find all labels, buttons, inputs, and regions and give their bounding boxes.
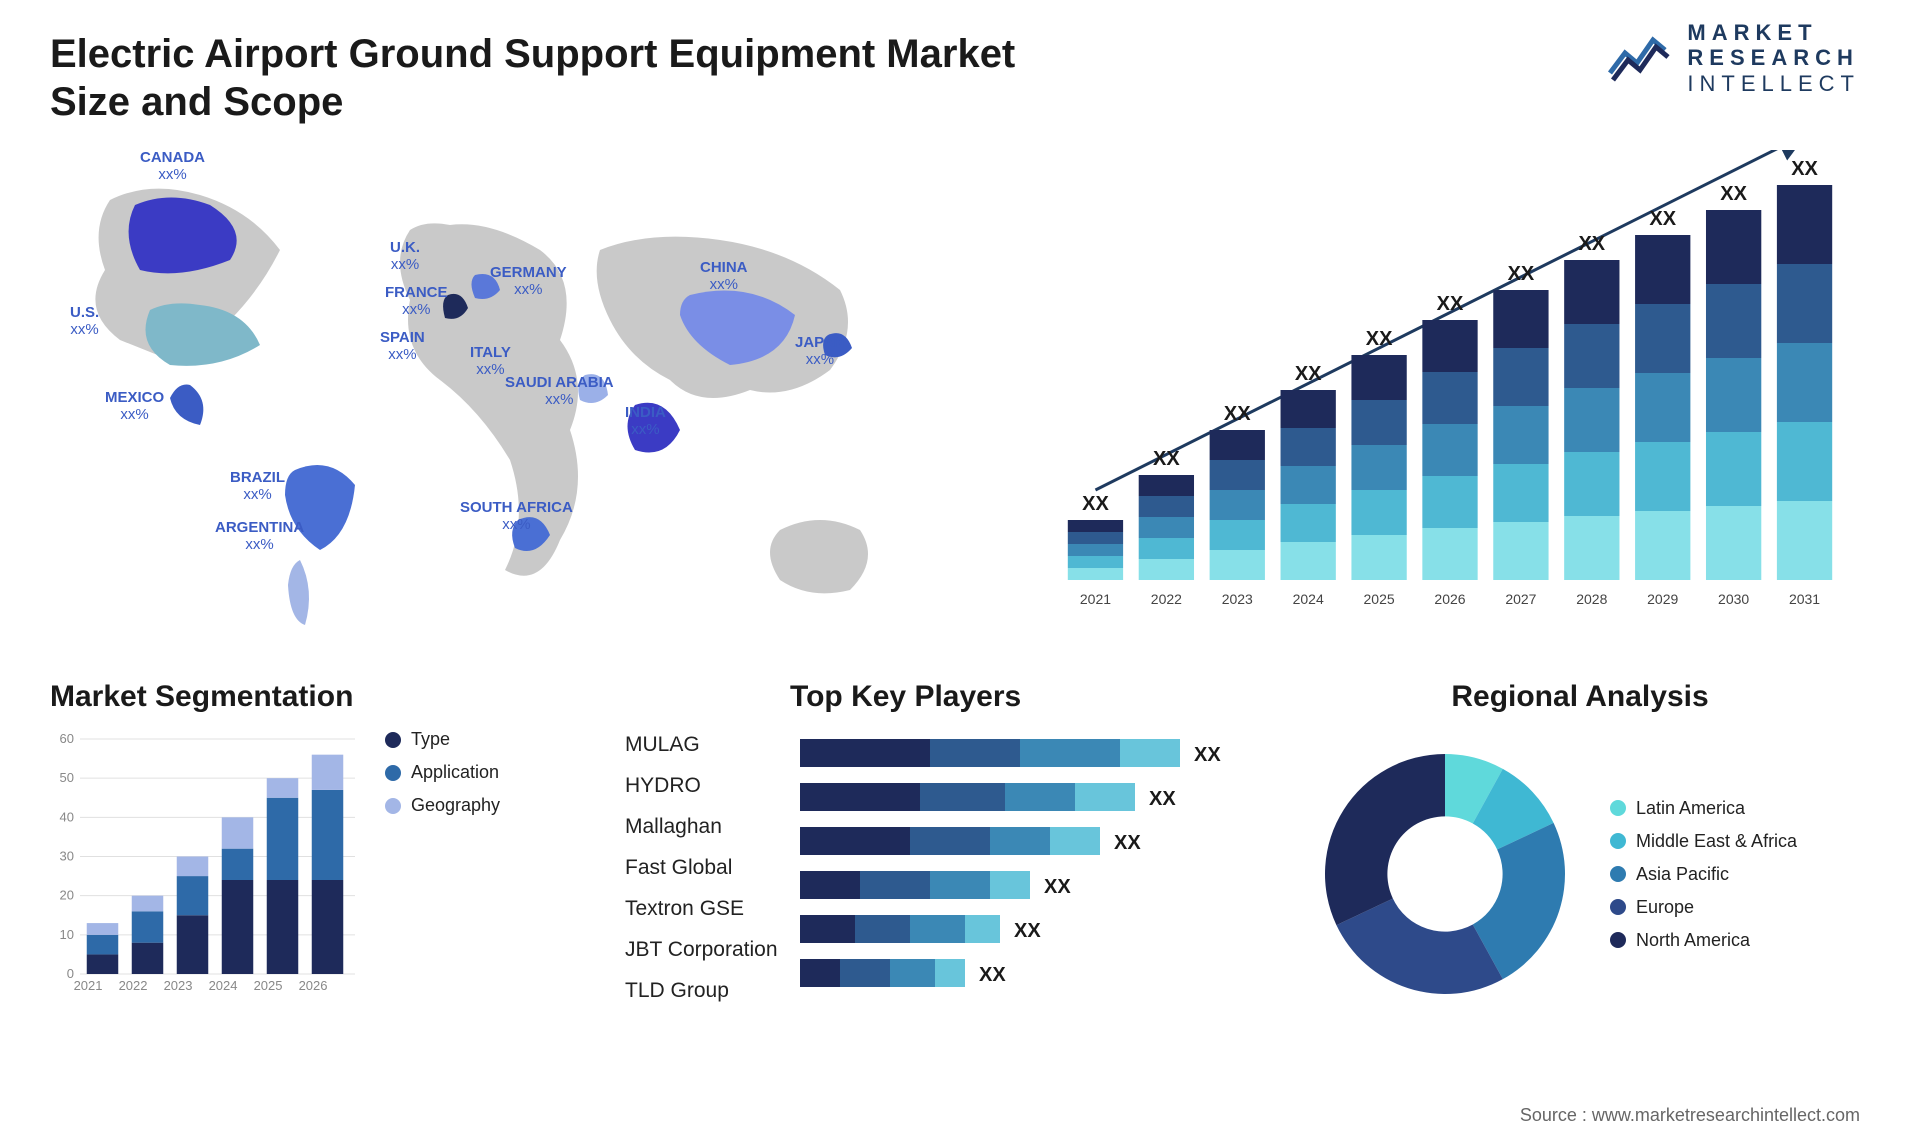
regional-title: Regional Analysis — [1300, 680, 1860, 714]
segmentation-title: Market Segmentation — [50, 680, 610, 714]
svg-text:XX: XX — [979, 964, 1006, 986]
main-bar-chart: XX 2021 XX 2022 XX 2023 XX 2024 XX 2025 XX 2026 XX 20… — [1040, 150, 1860, 620]
player-name: Mallaghan — [625, 807, 785, 848]
svg-text:2021: 2021 — [74, 978, 103, 993]
svg-text:XX: XX — [1114, 832, 1141, 854]
svg-text:XX: XX — [1366, 328, 1393, 350]
world-map-svg — [50, 150, 930, 650]
logo-line3: INTELLECT — [1687, 71, 1860, 96]
player-name: HYDRO — [625, 766, 785, 807]
legend-item: Application — [385, 762, 500, 783]
legend-item: Europe — [1610, 897, 1797, 918]
svg-text:2029: 2029 — [1647, 591, 1678, 607]
svg-text:XX: XX — [1044, 876, 1071, 898]
svg-text:2027: 2027 — [1505, 591, 1536, 607]
svg-text:XX: XX — [1224, 403, 1251, 425]
svg-text:2024: 2024 — [1293, 591, 1324, 607]
segmentation-block: Market Segmentation 01020304050602021202… — [50, 680, 610, 999]
svg-text:2025: 2025 — [1364, 591, 1395, 607]
svg-text:2022: 2022 — [119, 978, 148, 993]
source-text: Source : www.marketresearchintellect.com — [1520, 1105, 1860, 1126]
map-label: GERMANYxx% — [490, 265, 567, 298]
regional-donut — [1300, 729, 1590, 1019]
map-label: U.S.xx% — [70, 305, 99, 338]
svg-text:XX: XX — [1082, 493, 1109, 515]
player-name: TLD Group — [625, 971, 785, 1012]
player-name: Fast Global — [625, 848, 785, 889]
logo-icon — [1605, 28, 1675, 88]
segmentation-chart: 0102030405060202120222023202420252026 — [50, 729, 360, 999]
logo-line1: MARKET — [1687, 20, 1860, 45]
svg-text:2026: 2026 — [299, 978, 328, 993]
map-label: JAPANxx% — [795, 335, 845, 368]
svg-text:2025: 2025 — [254, 978, 283, 993]
legend-item: Latin America — [1610, 798, 1797, 819]
svg-text:2026: 2026 — [1434, 591, 1465, 607]
svg-text:20: 20 — [60, 888, 74, 903]
legend-item: Geography — [385, 795, 500, 816]
svg-text:10: 10 — [60, 927, 74, 942]
map-label: SOUTH AFRICAxx% — [460, 500, 573, 533]
map-label: SPAINxx% — [380, 330, 425, 363]
map-label: CANADAxx% — [140, 150, 205, 183]
page-title: Electric Airport Ground Support Equipmen… — [50, 30, 1050, 126]
map-label: U.K.xx% — [390, 240, 420, 273]
player-name: JBT Corporation — [625, 930, 785, 971]
player-name: MULAG — [625, 725, 785, 766]
svg-text:2024: 2024 — [209, 978, 238, 993]
regional-block: Regional Analysis Latin America Middle Ea… — [1300, 680, 1860, 1019]
svg-text:30: 30 — [60, 849, 74, 864]
logo: MARKET RESEARCH INTELLECT — [1605, 20, 1860, 96]
world-map: CANADAxx% U.S.xx% MEXICOxx% BRAZILxx% ARGENT… — [50, 150, 930, 650]
svg-text:XX: XX — [1791, 158, 1818, 180]
legend-item: North America — [1610, 930, 1797, 951]
svg-text:2022: 2022 — [1151, 591, 1182, 607]
svg-text:XX: XX — [1508, 263, 1535, 285]
map-label: ARGENTINAxx% — [215, 520, 304, 553]
map-label: SAUDI ARABIAxx% — [505, 375, 614, 408]
map-label: INDIAxx% — [625, 405, 666, 438]
svg-text:2023: 2023 — [164, 978, 193, 993]
svg-text:50: 50 — [60, 770, 74, 785]
svg-text:2021: 2021 — [1080, 591, 1111, 607]
svg-text:XX: XX — [1578, 233, 1605, 255]
svg-text:XX: XX — [1194, 744, 1221, 766]
key-players-block: Top Key Players XXXXXXXXXXXX — [790, 680, 1290, 1024]
svg-text:XX: XX — [1437, 293, 1464, 315]
svg-text:XX: XX — [1014, 920, 1041, 942]
map-label: MEXICOxx% — [105, 390, 164, 423]
svg-text:XX: XX — [1149, 788, 1176, 810]
svg-text:XX: XX — [1295, 363, 1322, 385]
legend-item: Type — [385, 729, 500, 750]
logo-line2: RESEARCH — [1687, 45, 1860, 70]
svg-text:60: 60 — [60, 731, 74, 746]
svg-text:2028: 2028 — [1576, 591, 1607, 607]
key-players-chart: XXXXXXXXXXXX — [790, 729, 1290, 1019]
player-name: Textron GSE — [625, 889, 785, 930]
svg-text:XX: XX — [1649, 208, 1676, 230]
legend-item: Middle East & Africa — [1610, 831, 1797, 852]
svg-text:2023: 2023 — [1222, 591, 1253, 607]
svg-text:XX: XX — [1720, 183, 1747, 205]
svg-text:XX: XX — [1153, 448, 1180, 470]
legend-item: Asia Pacific — [1610, 864, 1797, 885]
segmentation-legend: Type Application Geography — [385, 729, 500, 999]
map-label: BRAZILxx% — [230, 470, 285, 503]
svg-text:40: 40 — [60, 809, 74, 824]
map-label: CHINAxx% — [700, 260, 748, 293]
svg-text:2030: 2030 — [1718, 591, 1749, 607]
key-players-title: Top Key Players — [790, 680, 1290, 714]
map-label: FRANCExx% — [385, 285, 448, 318]
regional-legend: Latin America Middle East & Africa Asia Pa… — [1610, 798, 1797, 951]
svg-text:2031: 2031 — [1789, 591, 1820, 607]
player-left-list: MULAGHYDROMallaghanFast GlobalTextron GS… — [625, 725, 785, 1012]
